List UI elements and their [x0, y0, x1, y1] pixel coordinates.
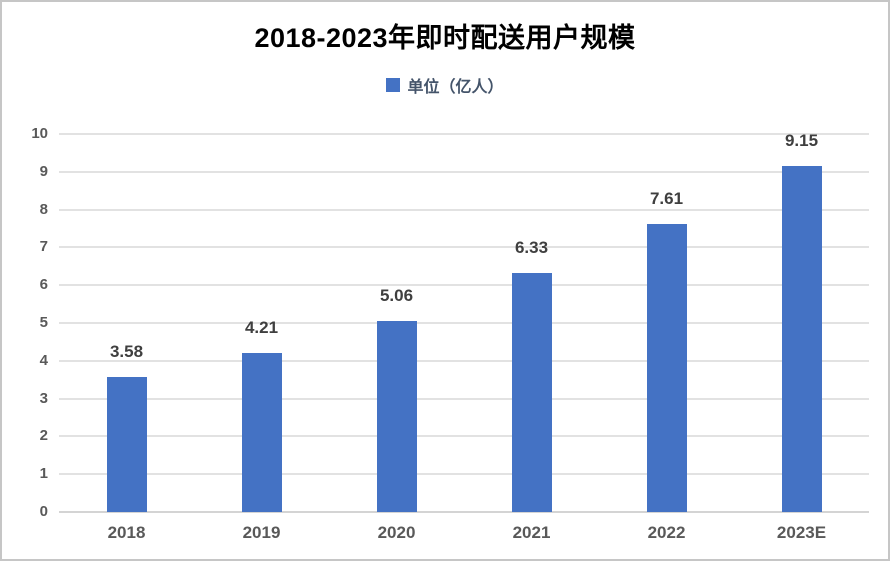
gridline-3	[59, 397, 869, 400]
y-tick-label-5: 5	[39, 314, 48, 331]
data-label-2019: 4.21	[244, 317, 279, 337]
data-label-2023E: 9.15	[784, 131, 819, 151]
gridline-9	[59, 170, 869, 173]
bar-2023E	[781, 166, 822, 512]
gridline-8	[59, 208, 869, 211]
legend-label: 单位（亿人）	[407, 79, 504, 96]
gridline-2	[59, 435, 869, 438]
y-tick-label-10: 10	[31, 125, 48, 142]
x-tick-label-2021: 2021	[512, 523, 551, 542]
bar-2019	[241, 352, 282, 512]
gridline-10	[59, 133, 869, 135]
gridline-7	[59, 246, 869, 249]
data-label-2021: 6.33	[514, 237, 549, 257]
bar-2022	[646, 224, 687, 512]
y-tick-label-4: 4	[39, 351, 48, 369]
x-tick-label-2018: 2018	[107, 523, 146, 542]
gridline-6	[59, 284, 869, 287]
data-label-2018: 3.58	[109, 341, 144, 361]
bar-2018	[106, 376, 147, 512]
bar-2021	[511, 272, 552, 512]
gridline-4	[59, 359, 869, 362]
data-label-2022: 7.61	[649, 189, 684, 209]
x-tick-label-2023E: 2023E	[776, 523, 827, 542]
y-tick-label-0: 0	[39, 503, 48, 520]
gridline-1	[59, 473, 869, 476]
y-tick-label-2: 2	[39, 427, 48, 445]
y-tick-label-7: 7	[39, 238, 48, 256]
legend-swatch-icon	[386, 78, 401, 92]
y-tick-label-6: 6	[39, 276, 48, 294]
x-tick-label-2020: 2020	[377, 523, 416, 542]
x-tick-label-2022: 2022	[647, 523, 686, 542]
y-tick-label-3: 3	[39, 389, 48, 407]
chart-title: 2018-2023年即时配送用户规模	[254, 23, 636, 53]
legend: 单位（亿人）	[2, 74, 888, 96]
y-tick-label-8: 8	[39, 200, 48, 218]
x-tick-label-2019: 2019	[242, 523, 281, 542]
gridline-0	[59, 511, 869, 513]
y-tick-label-1: 1	[39, 465, 48, 483]
bar-2020	[376, 320, 417, 512]
data-label-2020: 5.06	[379, 285, 414, 305]
gridline-5	[59, 322, 869, 324]
y-tick-label-9: 9	[39, 162, 48, 180]
